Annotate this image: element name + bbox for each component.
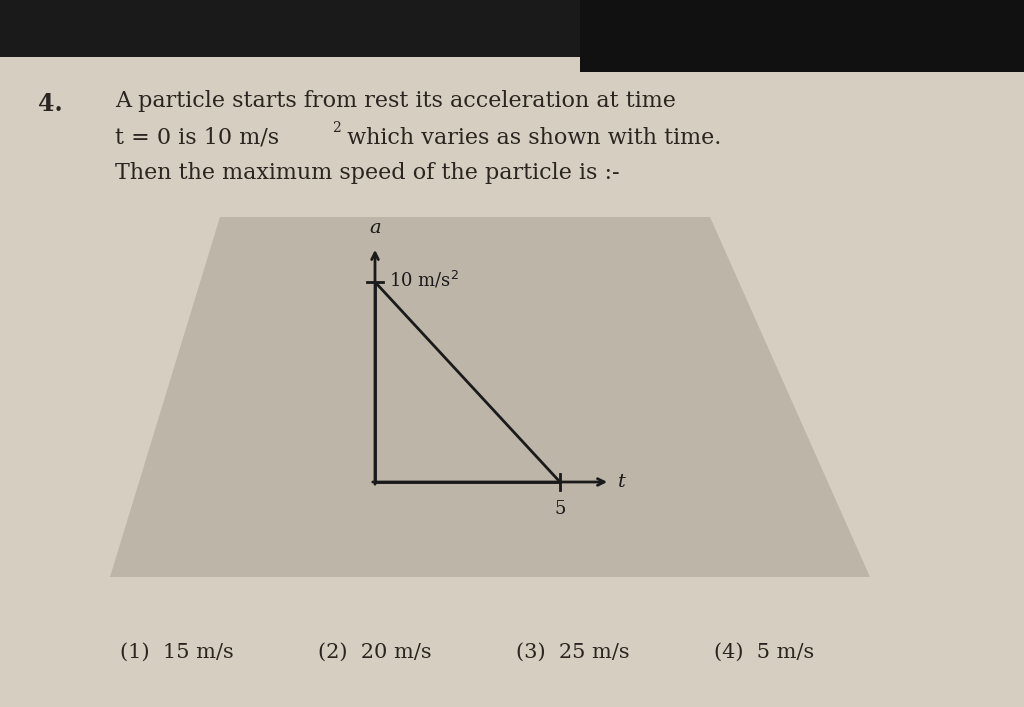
Text: 4.: 4. [38,92,62,116]
Text: (2)  20 m/s: (2) 20 m/s [318,643,432,662]
Text: 2: 2 [332,121,341,135]
Text: a: a [370,219,381,237]
Text: 5: 5 [554,500,565,518]
Text: Then the maximum speed of the particle is :-: Then the maximum speed of the particle i… [115,162,620,184]
Text: (3)  25 m/s: (3) 25 m/s [516,643,630,662]
Text: $\mathdefault{10\ m/s}^2$: $\mathdefault{10\ m/s}^2$ [389,269,459,291]
Bar [0,0,1024,57]
Text: t: t [618,473,626,491]
Text: A particle starts from rest its acceleration at time: A particle starts from rest its accelera… [115,90,676,112]
Text: which varies as shown with time.: which varies as shown with time. [340,127,721,149]
Text: (4)  5 m/s: (4) 5 m/s [714,643,814,662]
Bar [580,0,1024,72]
Text: (1)  15 m/s: (1) 15 m/s [120,643,233,662]
Polygon shape [110,217,870,577]
Text: t = 0 is 10 m/s: t = 0 is 10 m/s [115,127,280,149]
